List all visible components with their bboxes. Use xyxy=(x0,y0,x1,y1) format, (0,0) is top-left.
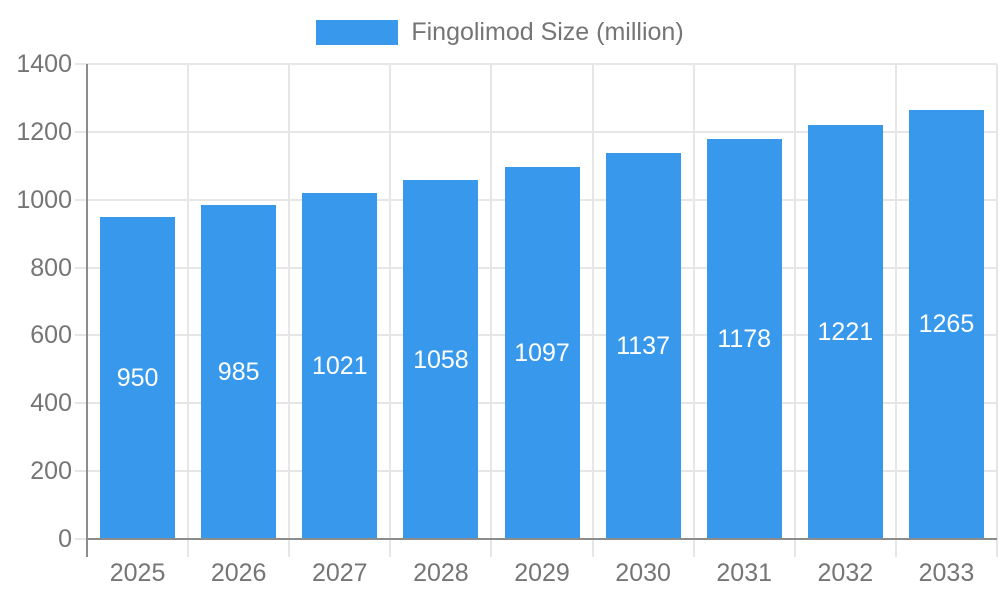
bar-value-label: 950 xyxy=(116,363,159,392)
bar[interactable] xyxy=(302,192,378,539)
bar[interactable] xyxy=(201,204,277,539)
y-axis-label: 600 xyxy=(30,321,72,350)
x-axis-label: 2030 xyxy=(615,559,671,587)
x-axis-tick xyxy=(793,539,796,557)
x-axis-label: 2031 xyxy=(716,559,773,587)
x-axis-tick xyxy=(187,539,190,557)
y-axis-tick xyxy=(75,538,87,540)
y-axis-tick xyxy=(75,334,87,337)
grid-line-horizontal xyxy=(87,130,997,133)
x-axis-tick xyxy=(591,539,594,557)
x-axis-tick xyxy=(996,539,998,557)
y-axis-label: 1400 xyxy=(16,50,72,78)
grid-line-vertical xyxy=(490,64,493,539)
x-axis-label: 2033 xyxy=(918,559,975,587)
x-axis-tick xyxy=(288,539,291,557)
bar[interactable] xyxy=(100,216,176,539)
bar[interactable] xyxy=(504,166,580,539)
y-axis-tick xyxy=(75,63,87,65)
bar-value-label: 1265 xyxy=(918,310,975,339)
bar[interactable] xyxy=(706,139,782,539)
x-axis-label: 2026 xyxy=(210,559,267,587)
bar-value-label: 1178 xyxy=(717,325,772,354)
y-axis-label: 1000 xyxy=(16,185,72,214)
y-axis-label: 800 xyxy=(30,253,72,282)
grid-line-vertical xyxy=(894,64,897,539)
bar-value-label: 1021 xyxy=(311,351,368,380)
x-axis-line xyxy=(87,538,997,540)
legend[interactable]: Fingolimod Size (million) xyxy=(0,20,1000,45)
bar-value-label: 1137 xyxy=(616,332,670,361)
y-axis-tick xyxy=(75,402,87,405)
grid-line-horizontal xyxy=(87,63,997,65)
x-axis-tick xyxy=(692,539,695,557)
bar-value-label: 1058 xyxy=(413,345,469,374)
bar[interactable] xyxy=(908,109,984,539)
y-axis-tick xyxy=(75,198,87,201)
y-axis-tick xyxy=(75,266,87,269)
bar[interactable] xyxy=(403,180,479,539)
grid-line-vertical xyxy=(187,64,190,539)
bar-value-label: 1097 xyxy=(514,338,570,367)
x-axis-tick xyxy=(894,539,897,557)
x-axis-tick xyxy=(389,539,392,557)
grid-line-vertical xyxy=(692,64,695,539)
grid-line-vertical xyxy=(996,64,998,539)
y-axis-line xyxy=(86,64,88,557)
y-axis-label: 0 xyxy=(58,525,72,553)
bar-value-label: 1221 xyxy=(817,317,874,346)
grid-line-vertical xyxy=(591,64,594,539)
x-axis-label: 2028 xyxy=(413,559,469,587)
grid-line-vertical xyxy=(389,64,392,539)
y-axis-label: 1200 xyxy=(16,117,72,146)
y-axis-tick xyxy=(75,130,87,133)
x-axis-tick xyxy=(490,539,493,557)
x-axis-label: 2029 xyxy=(514,559,570,587)
bar[interactable] xyxy=(605,153,681,539)
y-axis-tick xyxy=(75,470,87,473)
x-axis-label: 2032 xyxy=(817,559,874,587)
grid-line-vertical xyxy=(288,64,291,539)
grid-line-vertical xyxy=(793,64,796,539)
bar[interactable] xyxy=(807,124,883,539)
y-axis-label: 200 xyxy=(30,457,72,486)
legend-label: Fingolimod Size (million) xyxy=(411,18,684,46)
bar-value-label: 985 xyxy=(217,357,260,386)
x-axis-label: 2025 xyxy=(109,559,166,587)
legend-swatch xyxy=(316,20,399,45)
x-axis-label: 2027 xyxy=(311,559,368,587)
y-axis-label: 400 xyxy=(30,389,72,418)
